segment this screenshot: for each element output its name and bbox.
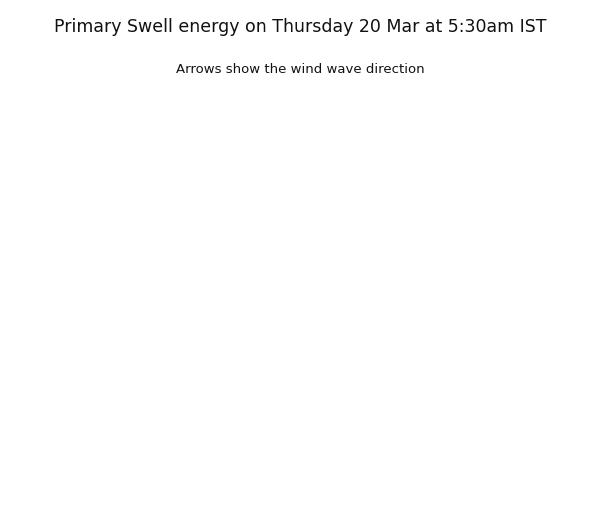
Text: Cartopy required: Cartopy required <box>242 294 359 308</box>
Text: Arrows show the wind wave direction: Arrows show the wind wave direction <box>176 63 425 76</box>
Text: Primary Swell energy on Thursday 20 Mar at 5:30am IST: Primary Swell energy on Thursday 20 Mar … <box>54 18 547 36</box>
